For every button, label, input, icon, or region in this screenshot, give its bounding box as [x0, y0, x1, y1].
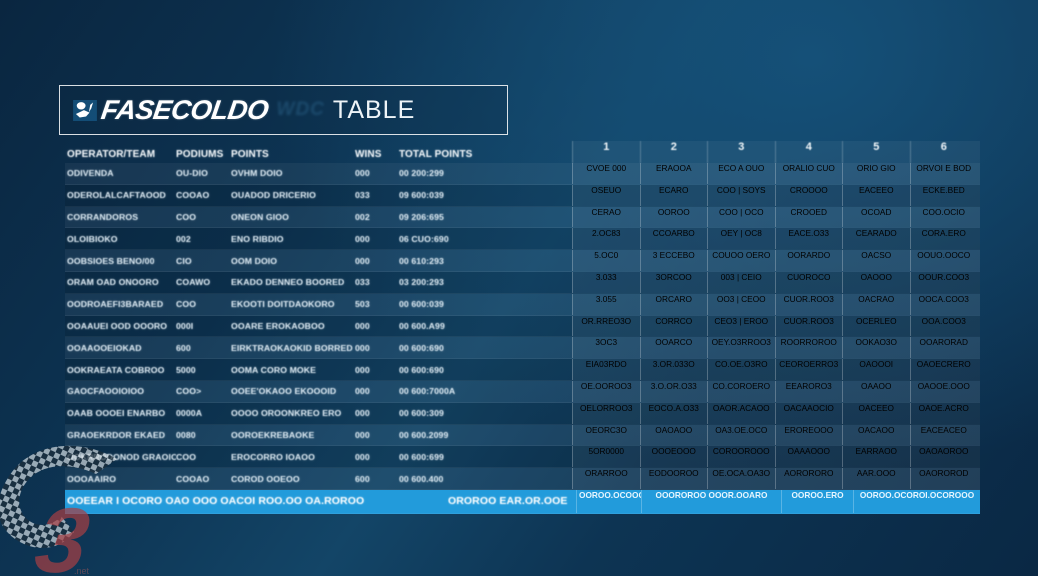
- svg-text:3: 3: [30, 488, 96, 576]
- svg-text:.net: .net: [74, 566, 90, 576]
